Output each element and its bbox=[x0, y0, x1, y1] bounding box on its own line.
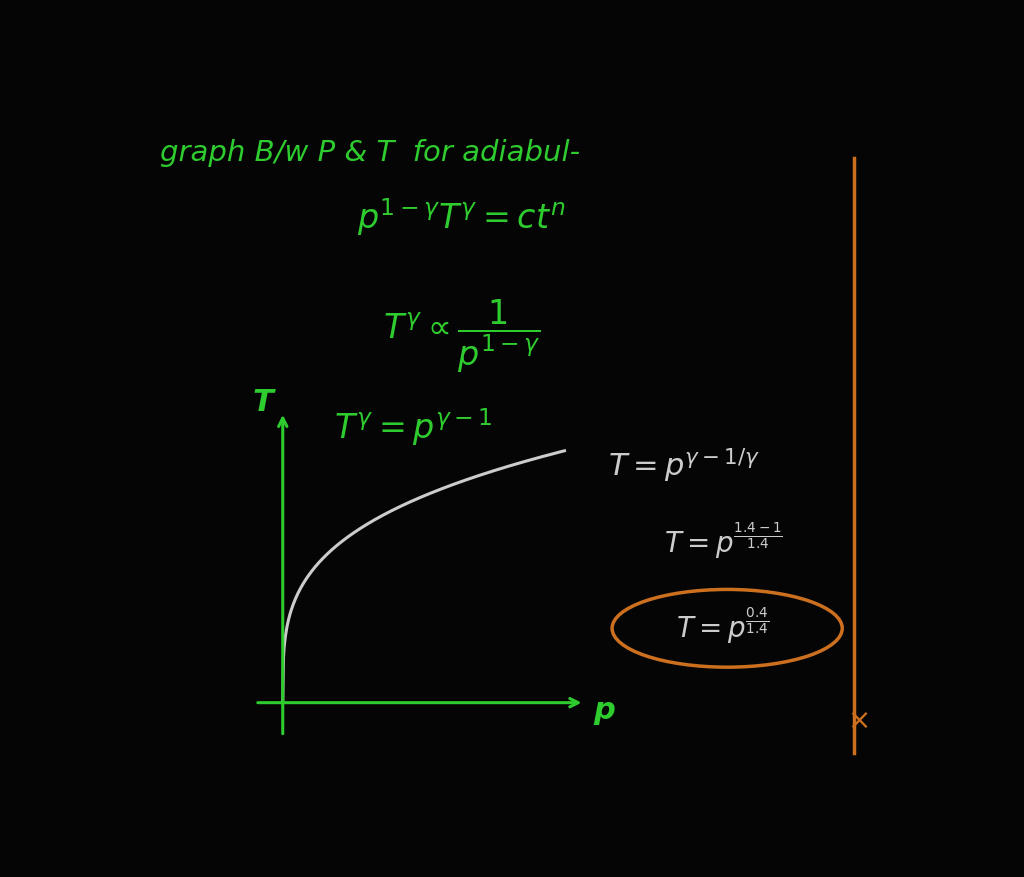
Text: T: T bbox=[253, 388, 273, 417]
Text: $T = p^{\frac{0.4}{1.4}}$: $T = p^{\frac{0.4}{1.4}}$ bbox=[677, 605, 770, 645]
Text: $T = p^{\gamma-1/\gamma}$: $T = p^{\gamma-1/\gamma}$ bbox=[607, 446, 760, 485]
Text: $T = p^{\frac{1.4-1}{1.4}}$: $T = p^{\frac{1.4-1}{1.4}}$ bbox=[664, 521, 782, 560]
Text: $\times$: $\times$ bbox=[848, 706, 868, 734]
Text: $T^{\gamma} = p^{\gamma-1}$: $T^{\gamma} = p^{\gamma-1}$ bbox=[335, 406, 493, 447]
Text: p: p bbox=[593, 695, 615, 724]
Text: graph B/w P & T  for adiabul-: graph B/w P & T for adiabul- bbox=[160, 139, 580, 167]
Text: $T^{\gamma} \propto \dfrac{1}{p^{1-\gamma}}$: $T^{\gamma} \propto \dfrac{1}{p^{1-\gamm… bbox=[383, 297, 540, 374]
Text: $p^{1-\gamma}T^{\gamma} = ct^{n}$: $p^{1-\gamma}T^{\gamma} = ct^{n}$ bbox=[357, 196, 565, 239]
